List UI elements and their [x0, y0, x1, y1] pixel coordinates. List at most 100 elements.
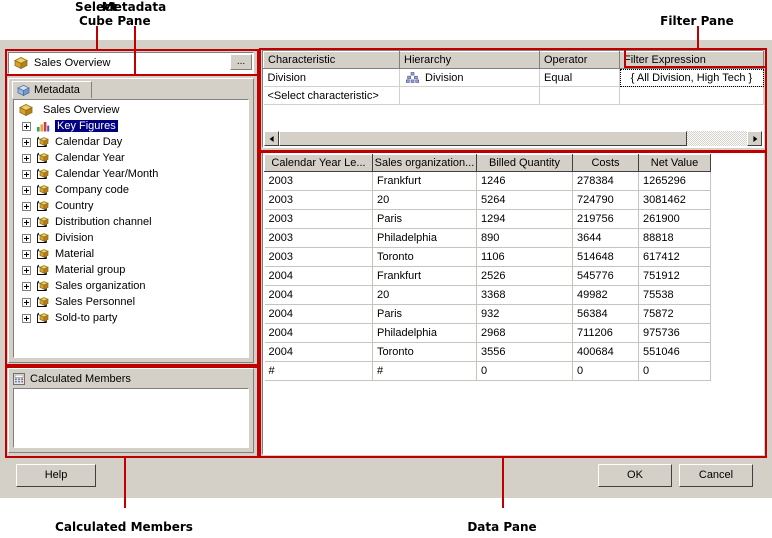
data-cell[interactable]: 75872 — [638, 304, 711, 324]
filter-col-characteristic[interactable]: Characteristic — [263, 51, 400, 69]
tree-item-sold-to-party[interactable]: Sold-to party — [14, 310, 248, 326]
data-cell[interactable]: Paris — [372, 304, 477, 324]
arrow-left-icon[interactable] — [264, 131, 279, 146]
data-cell[interactable]: Toronto — [372, 247, 477, 267]
filter-cell-hierarchy[interactable] — [399, 86, 540, 105]
expand-icon[interactable] — [22, 313, 31, 323]
data-cell[interactable]: 2968 — [476, 323, 573, 343]
cube-selector-field[interactable]: Sales Overview — [8, 52, 254, 74]
data-cell[interactable]: 1265296 — [638, 171, 711, 191]
data-cell[interactable]: 711206 — [572, 323, 639, 343]
data-cell[interactable]: 551046 — [638, 342, 711, 362]
data-cell[interactable]: 3368 — [476, 285, 573, 305]
tree-item-key-figures[interactable]: Key Figures — [14, 118, 248, 134]
data-cell[interactable]: Frankfurt — [372, 171, 477, 191]
arrow-right-icon[interactable] — [747, 131, 762, 146]
data-cell[interactable]: 20 — [372, 285, 477, 305]
data-cell[interactable]: 88818 — [638, 228, 711, 248]
filter-cell-operator[interactable] — [539, 86, 620, 105]
data-cell[interactable]: 751912 — [638, 266, 711, 286]
filter-col-hierarchy[interactable]: Hierarchy — [399, 51, 540, 69]
tree-root-node[interactable]: Sales Overview — [14, 102, 248, 118]
filter-cell-characteristic[interactable]: <Select characteristic> — [263, 86, 400, 105]
data-cell[interactable]: 2003 — [264, 171, 373, 191]
tree-item-calendar-day[interactable]: Calendar Day — [14, 134, 248, 150]
data-cell[interactable]: 1294 — [476, 209, 573, 229]
data-cell[interactable]: 1246 — [476, 171, 573, 191]
filter-pane[interactable]: Characteristic Hierarchy Operator Filter… — [262, 50, 764, 148]
filter-cell-expression[interactable]: { All Division, High Tech } — [619, 68, 764, 87]
data-cell[interactable]: 56384 — [572, 304, 639, 324]
data-cell[interactable]: 0 — [476, 361, 573, 381]
data-cell[interactable]: 2004 — [264, 285, 373, 305]
data-cell[interactable]: Philadelphia — [372, 323, 477, 343]
cube-browse-button[interactable]: ... — [230, 54, 252, 70]
data-cell[interactable]: 2003 — [264, 209, 373, 229]
data-cell[interactable]: 278384 — [572, 171, 639, 191]
tree-item-sales-organization[interactable]: Sales organization — [14, 278, 248, 294]
filter-cell-hierarchy[interactable]: Division — [399, 68, 540, 87]
expand-icon[interactable] — [22, 201, 31, 211]
data-cell[interactable]: 2004 — [264, 266, 373, 286]
data-cell[interactable]: 1106 — [476, 247, 573, 267]
table-row[interactable]: 2004 Frankfurt 2526 545776 751912 — [264, 266, 711, 286]
tree-item-company-code[interactable]: Company code — [14, 182, 248, 198]
data-cell[interactable]: 400684 — [572, 342, 639, 362]
tree-item-country[interactable]: Country — [14, 198, 248, 214]
data-cell[interactable]: 0 — [572, 361, 639, 381]
data-cell[interactable]: 2003 — [264, 247, 373, 267]
data-cell[interactable]: 3644 — [572, 228, 639, 248]
filter-cell-characteristic[interactable]: Division — [263, 68, 400, 87]
table-row[interactable]: 2003 Toronto 1106 514648 617412 — [264, 247, 711, 267]
data-pane[interactable]: Calendar Year Le... Sales organization...… — [262, 152, 764, 455]
cancel-button[interactable]: Cancel — [679, 464, 753, 487]
filter-cell-expression[interactable] — [619, 86, 764, 105]
cube-selector[interactable]: Sales Overview ... — [8, 52, 254, 74]
tree-item-material[interactable]: Material — [14, 246, 248, 262]
scrollbar-thumb[interactable] — [279, 131, 687, 146]
table-row[interactable]: 2003 Frankfurt 1246 278384 1265296 — [264, 171, 711, 191]
table-row[interactable]: 2004 Paris 932 56384 75872 — [264, 304, 711, 324]
data-col-3[interactable]: Costs — [572, 154, 639, 172]
expand-icon[interactable] — [22, 265, 31, 275]
table-row[interactable]: 2004 20 3368 49982 75538 — [264, 285, 711, 305]
help-button[interactable]: Help — [16, 464, 96, 487]
data-cell[interactable]: 975736 — [638, 323, 711, 343]
filter-row[interactable]: <Select characteristic> — [263, 86, 764, 105]
filter-cell-operator[interactable]: Equal — [539, 68, 620, 87]
tree-item-division[interactable]: Division — [14, 230, 248, 246]
data-cell[interactable]: 75538 — [638, 285, 711, 305]
table-row[interactable]: 2003 20 5264 724790 3081462 — [264, 190, 711, 210]
table-row[interactable]: 2004 Philadelphia 2968 711206 975736 — [264, 323, 711, 343]
expand-icon[interactable] — [22, 153, 31, 163]
data-cell[interactable]: 219756 — [572, 209, 639, 229]
data-cell[interactable]: 49982 — [572, 285, 639, 305]
expand-icon[interactable] — [22, 217, 31, 227]
data-cell[interactable]: Toronto — [372, 342, 477, 362]
data-cell[interactable]: 261900 — [638, 209, 711, 229]
data-cell[interactable]: 20 — [372, 190, 477, 210]
data-col-4[interactable]: Net Value — [638, 154, 711, 172]
data-cell[interactable]: 0 — [638, 361, 711, 381]
data-cell[interactable]: 2003 — [264, 190, 373, 210]
ok-button[interactable]: OK — [598, 464, 672, 487]
data-cell[interactable]: Paris — [372, 209, 477, 229]
data-cell[interactable]: Frankfurt — [372, 266, 477, 286]
calculated-members-list[interactable] — [13, 388, 249, 448]
expand-icon[interactable] — [22, 281, 31, 291]
data-cell[interactable]: # — [264, 361, 373, 381]
expand-icon[interactable] — [22, 297, 31, 307]
data-cell[interactable]: 5264 — [476, 190, 573, 210]
metadata-tree[interactable]: Sales Overview Key Figures Calendar Day Ca… — [13, 99, 249, 358]
tree-item-calendar-year[interactable]: Calendar Year — [14, 150, 248, 166]
data-cell[interactable]: 724790 — [572, 190, 639, 210]
data-cell[interactable]: 2003 — [264, 228, 373, 248]
data-cell[interactable]: 3556 — [476, 342, 573, 362]
tab-metadata[interactable]: Metadata — [12, 81, 92, 98]
expand-icon[interactable] — [22, 121, 31, 131]
data-cell[interactable]: 890 — [476, 228, 573, 248]
filter-horizontal-scrollbar[interactable] — [264, 131, 762, 146]
filter-row[interactable]: Division Division Equal{ All Division, Hig… — [263, 68, 764, 87]
data-cell[interactable]: 932 — [476, 304, 573, 324]
tree-item-material-group[interactable]: Material group — [14, 262, 248, 278]
